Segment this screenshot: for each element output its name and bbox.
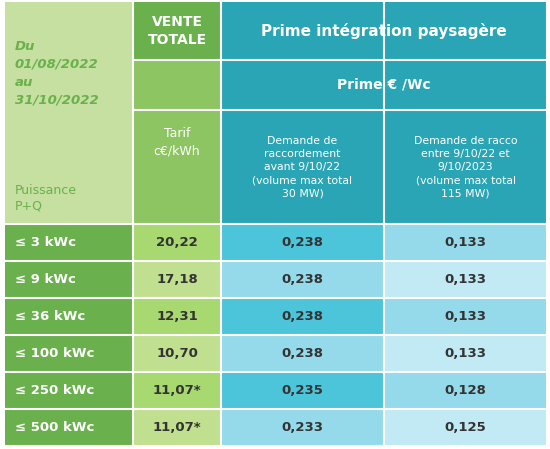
FancyBboxPatch shape bbox=[5, 335, 133, 372]
Text: 11,07*: 11,07* bbox=[153, 384, 201, 397]
Text: Demande de
raccordement
avant 9/10/22
(volume max total
30 MW): Demande de raccordement avant 9/10/22 (v… bbox=[252, 136, 353, 198]
FancyBboxPatch shape bbox=[5, 224, 133, 261]
Text: 17,18: 17,18 bbox=[156, 273, 198, 286]
Text: 0,235: 0,235 bbox=[282, 384, 323, 397]
FancyBboxPatch shape bbox=[221, 261, 384, 298]
Text: Prime € /Wc: Prime € /Wc bbox=[337, 78, 431, 92]
FancyBboxPatch shape bbox=[133, 2, 221, 60]
FancyBboxPatch shape bbox=[5, 261, 133, 298]
Text: 0,125: 0,125 bbox=[444, 421, 486, 434]
FancyBboxPatch shape bbox=[384, 298, 547, 335]
FancyBboxPatch shape bbox=[133, 335, 221, 372]
FancyBboxPatch shape bbox=[133, 60, 221, 224]
FancyBboxPatch shape bbox=[5, 372, 133, 409]
FancyBboxPatch shape bbox=[384, 372, 547, 409]
Text: 11,07*: 11,07* bbox=[153, 421, 201, 434]
FancyBboxPatch shape bbox=[221, 335, 384, 372]
Text: ≤ 3 kWc: ≤ 3 kWc bbox=[15, 236, 76, 249]
Text: Tarif
c€/kWh: Tarif c€/kWh bbox=[153, 127, 200, 157]
Text: 0,238: 0,238 bbox=[282, 273, 323, 286]
FancyBboxPatch shape bbox=[133, 298, 221, 335]
FancyBboxPatch shape bbox=[133, 409, 221, 446]
FancyBboxPatch shape bbox=[221, 372, 384, 409]
Text: 12,31: 12,31 bbox=[156, 310, 198, 323]
FancyBboxPatch shape bbox=[221, 409, 384, 446]
FancyBboxPatch shape bbox=[5, 409, 133, 446]
Text: 0,238: 0,238 bbox=[282, 347, 323, 360]
Text: 0,238: 0,238 bbox=[282, 310, 323, 323]
Text: ≤ 250 kWc: ≤ 250 kWc bbox=[15, 384, 94, 397]
Text: 0,128: 0,128 bbox=[444, 384, 486, 397]
Text: ≤ 9 kWc: ≤ 9 kWc bbox=[15, 273, 76, 286]
Text: Prime intégration paysagère: Prime intégration paysagère bbox=[261, 23, 507, 39]
FancyBboxPatch shape bbox=[221, 2, 547, 224]
FancyBboxPatch shape bbox=[133, 261, 221, 298]
FancyBboxPatch shape bbox=[133, 372, 221, 409]
Text: 0,233: 0,233 bbox=[282, 421, 323, 434]
Text: VENTE
TOTALE: VENTE TOTALE bbox=[147, 15, 207, 47]
FancyBboxPatch shape bbox=[133, 224, 221, 261]
Text: 20,22: 20,22 bbox=[156, 236, 198, 249]
Text: 0,133: 0,133 bbox=[444, 347, 487, 360]
FancyBboxPatch shape bbox=[221, 298, 384, 335]
FancyBboxPatch shape bbox=[384, 261, 547, 298]
FancyBboxPatch shape bbox=[221, 224, 384, 261]
Text: Puissance
P+Q: Puissance P+Q bbox=[15, 184, 77, 212]
Text: 0,133: 0,133 bbox=[444, 236, 487, 249]
FancyBboxPatch shape bbox=[5, 2, 133, 224]
FancyBboxPatch shape bbox=[384, 335, 547, 372]
FancyBboxPatch shape bbox=[384, 409, 547, 446]
Text: 0,238: 0,238 bbox=[282, 236, 323, 249]
Text: ≤ 500 kWc: ≤ 500 kWc bbox=[15, 421, 95, 434]
Text: 10,70: 10,70 bbox=[156, 347, 198, 360]
FancyBboxPatch shape bbox=[384, 224, 547, 261]
Text: Du
01/08/2022
au
31/10/2022: Du 01/08/2022 au 31/10/2022 bbox=[15, 40, 99, 106]
Text: 0,133: 0,133 bbox=[444, 273, 487, 286]
Text: ≤ 36 kWc: ≤ 36 kWc bbox=[15, 310, 85, 323]
Text: 0,133: 0,133 bbox=[444, 310, 487, 323]
FancyBboxPatch shape bbox=[5, 298, 133, 335]
Text: ≤ 100 kWc: ≤ 100 kWc bbox=[15, 347, 95, 360]
Text: Demande de racco
entre 9/10/22 et
9/10/2023
(volume max total
115 MW): Demande de racco entre 9/10/22 et 9/10/2… bbox=[414, 136, 518, 198]
